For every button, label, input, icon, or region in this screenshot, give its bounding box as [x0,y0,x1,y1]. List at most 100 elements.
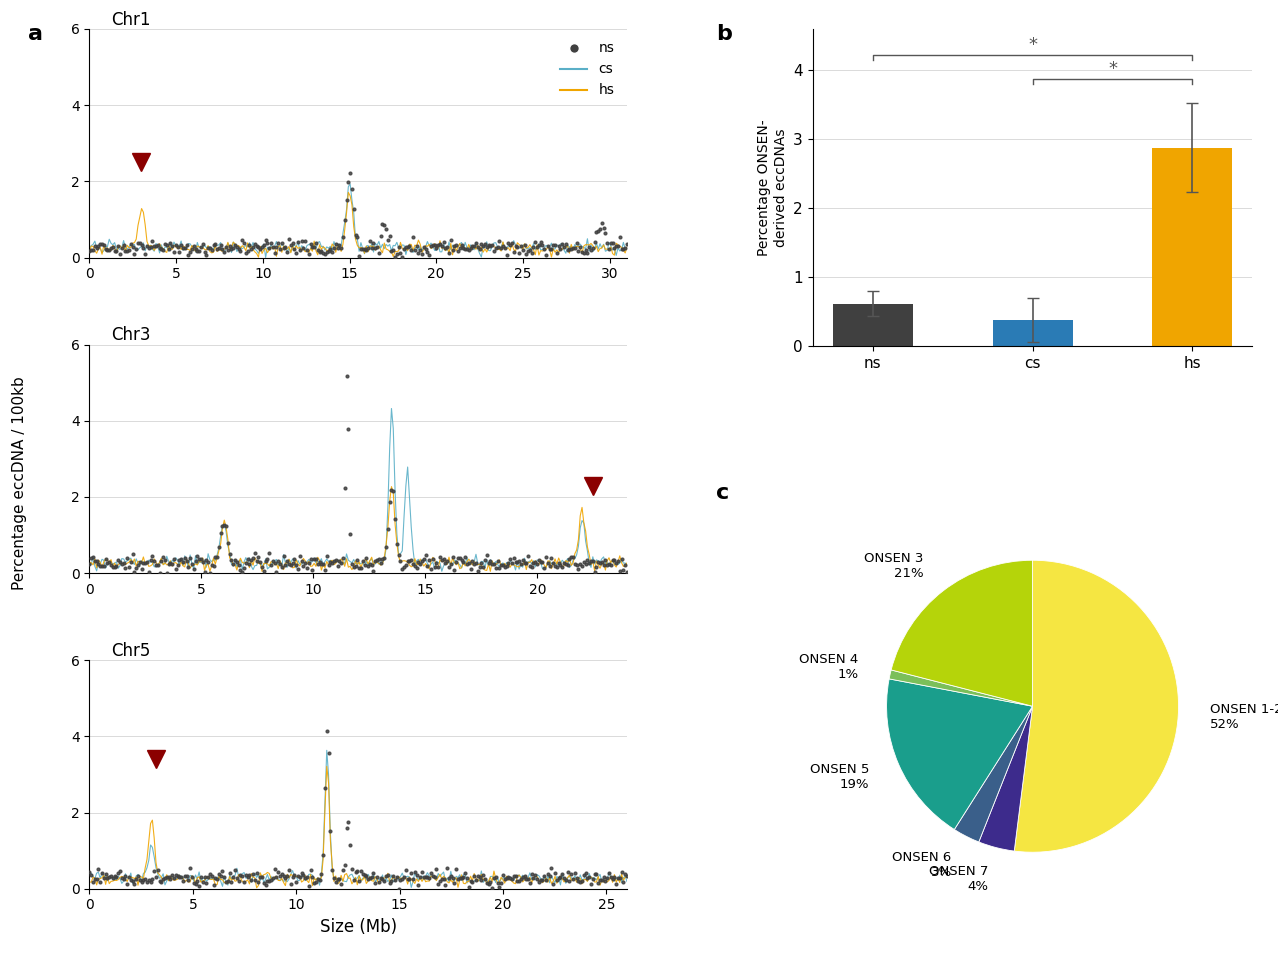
Point [557,242,578,258]
Point [579,555,599,571]
Point [97,870,118,886]
Point [432,871,452,887]
Point [295,233,316,248]
Point [279,862,299,877]
Point [547,245,567,261]
Point [252,240,272,255]
Point [557,864,578,879]
Point [216,519,236,534]
Point [102,559,123,575]
Point [380,875,400,891]
Point [405,864,426,879]
Point [142,549,162,564]
Point [504,551,524,566]
Point [414,551,435,566]
Point [504,244,524,260]
Point [486,560,506,576]
Point [133,872,153,888]
Point [560,552,580,567]
Point [212,863,233,878]
Point [250,869,271,885]
Point [217,535,238,551]
Point [520,242,541,258]
Point [262,870,282,886]
Point [557,557,578,573]
Point [84,871,105,887]
Point [512,552,533,567]
Point [111,556,132,572]
Point [548,555,569,571]
Point [238,552,258,567]
Point [119,869,139,885]
Point [272,236,293,251]
Point [436,555,456,571]
Point [239,237,259,252]
Point [207,549,227,564]
Point [562,241,583,256]
Point [150,873,170,889]
Point [415,869,436,885]
Point [208,540,229,555]
Point [525,235,546,250]
Point [459,554,479,570]
Point [608,870,629,886]
Point [234,235,254,250]
Point [106,558,127,574]
Point [169,244,189,260]
Point [225,553,245,568]
Point [204,236,225,251]
Point [261,557,281,573]
Point [442,870,463,886]
Point [248,240,268,255]
Point [385,872,405,888]
Point [142,234,162,249]
Point [397,871,418,887]
Point [247,554,267,569]
Wedge shape [891,560,1033,706]
Point [105,559,125,575]
Point [111,870,132,886]
Point [293,867,313,883]
Point [242,553,262,568]
Point [345,228,366,243]
Point [234,560,254,576]
Point [566,870,587,886]
Point [438,559,459,575]
Point [290,869,311,885]
Point [454,869,474,885]
Point [417,558,437,574]
Point [610,870,630,886]
Point [235,245,256,261]
Point [578,870,598,886]
Point [543,555,564,571]
Point [601,557,621,573]
Point [92,236,112,251]
Point [460,561,481,577]
Point [363,866,383,881]
Point [295,555,316,571]
Point [514,868,534,884]
Point [277,868,298,884]
Point [447,242,468,258]
Point [408,877,428,893]
Point [345,865,366,880]
Point [79,865,100,880]
Point [322,243,343,259]
Point [270,242,290,257]
Point [226,554,247,570]
Point [314,781,335,796]
Point [275,870,295,886]
Point [158,242,179,257]
Point [498,869,519,885]
Point [353,867,373,882]
Point [428,876,449,892]
Point [83,550,104,565]
Point [552,867,573,882]
Point [118,876,138,892]
Point [551,869,571,885]
Point [463,874,483,890]
Point [496,870,516,886]
Point [381,483,401,498]
Point [583,553,603,568]
Point [120,554,141,570]
